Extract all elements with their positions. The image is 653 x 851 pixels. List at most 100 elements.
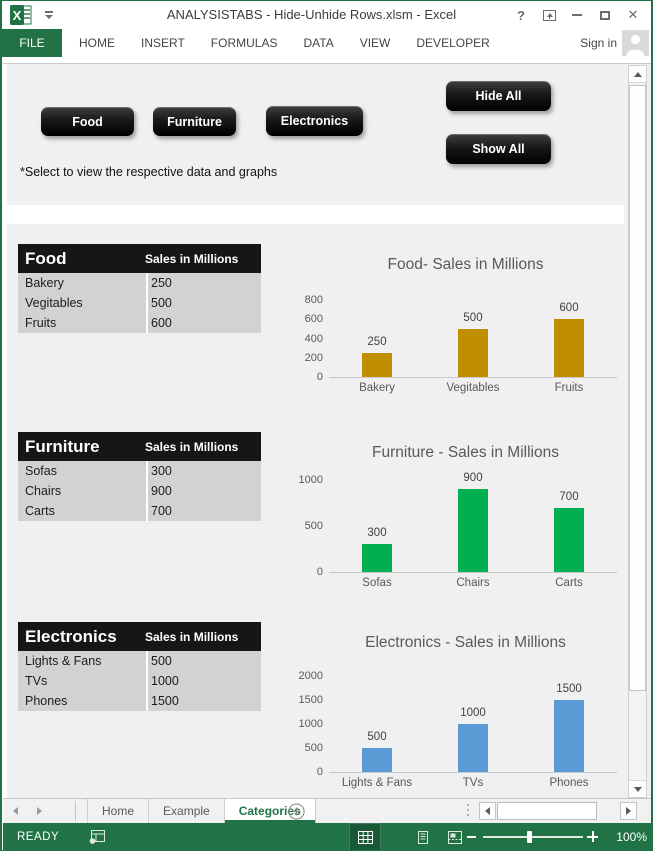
vertical-scrollbar[interactable]: [628, 65, 647, 798]
ribbon-tab-file[interactable]: FILE: [2, 29, 62, 57]
category-label: Vegitables: [446, 382, 500, 394]
horizontal-scrollbar-thumb[interactable]: [497, 802, 597, 820]
previous-sheet-button[interactable]: [3, 799, 27, 823]
x-axis-line: [329, 377, 617, 378]
scroll-right-button[interactable]: [620, 802, 637, 820]
sign-in-link[interactable]: Sign in: [580, 36, 617, 50]
zoom-out-button[interactable]: [467, 836, 476, 838]
row-label: Phones: [25, 694, 68, 708]
sheet-tab-categories[interactable]: Categories: [224, 799, 316, 823]
quick-access-toolbar-customize-icon[interactable]: [44, 11, 54, 19]
close-button[interactable]: ✕: [619, 1, 647, 29]
status-bar: READY: [3, 823, 651, 850]
food-button[interactable]: Food: [41, 107, 134, 136]
zoom-slider[interactable]: [483, 831, 583, 843]
row-label: Bakery: [25, 276, 64, 290]
arrow-left-icon: [485, 807, 490, 815]
vertical-scrollbar-thumb[interactable]: [629, 85, 646, 691]
category-label: Chairs: [456, 577, 490, 589]
zoom-level[interactable]: 100%: [616, 830, 647, 844]
y-axis-tick-label: 1000: [298, 718, 323, 730]
column-divider: [146, 501, 148, 521]
column-divider: [146, 313, 148, 333]
row-value: 500: [151, 654, 172, 668]
sheet-tab-example[interactable]: Example: [149, 799, 225, 823]
y-axis-tick-label: 400: [304, 332, 323, 345]
row-value: 500: [151, 296, 172, 310]
ribbon-tab-view[interactable]: VIEW: [359, 36, 391, 50]
column-divider: [146, 671, 148, 691]
page-layout-icon: [418, 830, 428, 844]
table-row-phones: Phones 1500: [18, 691, 261, 711]
scroll-down-button[interactable]: [629, 780, 646, 797]
y-axis-tick-label: 600: [304, 313, 323, 326]
x-axis-line: [329, 772, 617, 773]
table-title: Electronics: [25, 626, 117, 646]
bar-phones: [554, 700, 584, 772]
ribbon-display-options-button[interactable]: [535, 1, 563, 29]
horizontal-scrollbar[interactable]: [479, 802, 637, 820]
sheet-navigation: [3, 799, 51, 823]
chart-title: Food- Sales in Millions: [387, 256, 544, 273]
close-icon: ✕: [627, 7, 639, 22]
show-all-button[interactable]: Show All: [446, 134, 551, 164]
normal-view-button[interactable]: [349, 823, 381, 850]
ribbon-tab-bar: FILE HOME INSERT FORMULAS DATA VIEW DEVELOPER…: [2, 29, 651, 57]
row-label: Chairs: [25, 484, 62, 498]
sheet-left-margin: [3, 64, 7, 798]
ribbon-tab-developer[interactable]: DEVELOPER: [416, 36, 490, 50]
row-label: Lights & Fans: [25, 654, 102, 668]
ribbon-tab-insert[interactable]: INSERT: [141, 36, 185, 50]
furniture-button[interactable]: Furniture: [153, 107, 236, 136]
table-row-lights-fans: Lights & Fans 500: [18, 651, 261, 671]
row-label: TVs: [25, 674, 48, 688]
ribbon-display-options-icon: [542, 9, 556, 21]
bar-value-label: 700: [559, 490, 579, 503]
minimize-icon: [572, 14, 582, 16]
zoom-in-button[interactable]: [587, 831, 598, 842]
hide-all-button[interactable]: Hide All: [446, 81, 551, 111]
maximize-button[interactable]: [591, 1, 619, 29]
row-label: Carts: [25, 504, 55, 518]
zoom-slider-thumb[interactable]: [527, 831, 532, 843]
y-axis-tick-label: 1500: [298, 694, 323, 706]
ribbon-tab-formulas[interactable]: FORMULAS: [210, 36, 278, 50]
bar-value-label: 600: [559, 302, 579, 315]
table-title: Furniture: [25, 436, 100, 456]
y-axis-tick-label: 0: [316, 566, 323, 578]
ribbon-tab-data[interactable]: DATA: [303, 36, 334, 50]
column-divider: [146, 481, 148, 501]
page-break-preview-button[interactable]: [439, 823, 471, 850]
column-divider: [146, 273, 148, 293]
bar-lights-fans: [362, 748, 392, 772]
table-value-header: Sales in Millions: [145, 629, 239, 644]
page-break-preview-icon: [448, 830, 462, 844]
table-row-sofas: Sofas 300: [18, 461, 261, 481]
bar-sofas: [362, 544, 392, 572]
ribbon-tabs: HOME INSERT FORMULAS DATA VIEW DEVELOPER: [66, 29, 503, 57]
electronics-button[interactable]: Electronics: [266, 106, 363, 136]
window-controls: ? ✕: [507, 1, 647, 29]
table-value-header: Sales in Millions: [145, 251, 239, 266]
category-label: Bakery: [359, 382, 395, 394]
data-table-electronics: Electronics Sales in Millions Lights & Fan…: [18, 622, 261, 711]
user-silhouette-icon: [626, 34, 645, 56]
page-layout-view-button[interactable]: [407, 823, 439, 850]
arrow-left-icon: [12, 807, 18, 815]
new-sheet-button[interactable]: [288, 803, 305, 820]
row-value: 600: [151, 316, 172, 330]
status-mode: READY: [17, 831, 60, 843]
scroll-up-button[interactable]: [629, 66, 646, 83]
chart-food: Food- Sales in Millions 0 200 400 600 800 250 B…: [293, 252, 638, 404]
record-macro-icon[interactable]: [89, 830, 105, 844]
ribbon-tab-home[interactable]: HOME: [79, 36, 115, 50]
scroll-left-button[interactable]: [479, 802, 496, 820]
next-sheet-button[interactable]: [27, 799, 51, 823]
help-button[interactable]: ?: [507, 1, 535, 29]
tabbar-resize-dots[interactable]: [467, 804, 470, 819]
category-label: Carts: [555, 577, 583, 589]
bar-vegitables: [458, 328, 488, 377]
sheet-tab-home[interactable]: Home: [87, 799, 150, 823]
avatar[interactable]: [622, 30, 649, 56]
minimize-button[interactable]: [563, 1, 591, 29]
